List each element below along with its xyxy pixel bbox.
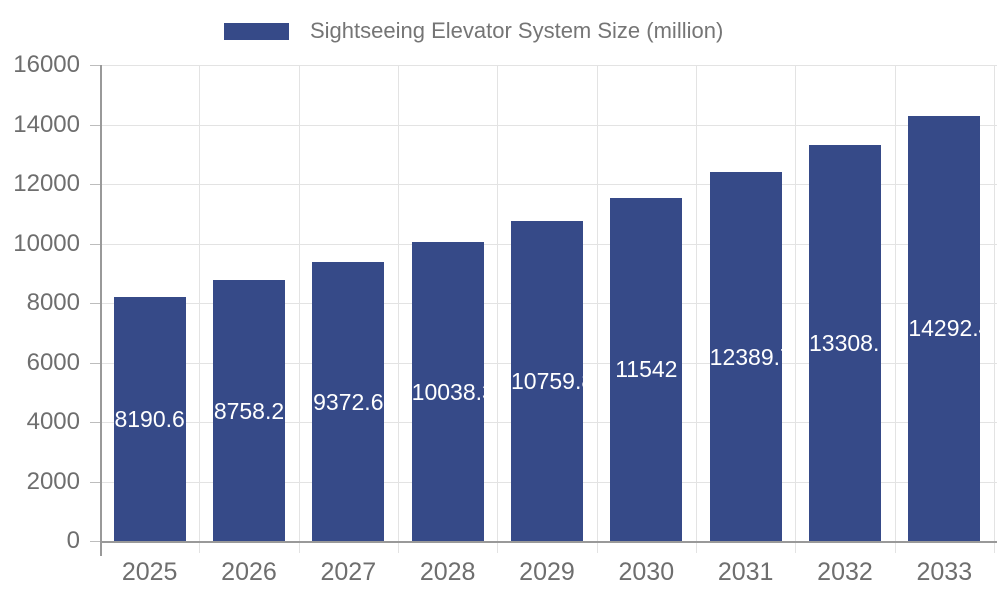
x-axis-tick-label: 2026 <box>221 558 277 586</box>
bar-2025[interactable] <box>113 297 186 541</box>
bar-2030[interactable] <box>610 197 683 541</box>
y-axis-tick <box>90 362 102 364</box>
bar-2027[interactable] <box>312 262 385 541</box>
y-axis-tick <box>90 243 102 245</box>
bar-2033[interactable] <box>908 115 981 541</box>
bar-value-label: 11542 <box>615 356 678 383</box>
x-axis-tick-label: 2027 <box>320 558 377 586</box>
y-axis-tick-label: 2000 <box>26 467 80 495</box>
y-axis-tick-label: 14000 <box>13 110 80 138</box>
x-axis-tick-label: 2025 <box>121 558 178 586</box>
x-axis-tick-label: 2032 <box>817 558 873 586</box>
x-axis-line <box>100 541 997 543</box>
legend[interactable]: Sightseeing Elevator System Size (millio… <box>224 14 723 48</box>
x-axis-tick-label: 2029 <box>519 558 575 586</box>
bar-value-label: 12389.7 <box>709 343 782 370</box>
bar-2031[interactable] <box>709 172 782 541</box>
y-axis-tick <box>90 184 102 185</box>
bar-2032[interactable] <box>809 145 881 541</box>
bar-value-label: 8758.2 <box>213 397 285 424</box>
y-axis-tick-label: 10000 <box>13 229 80 257</box>
bar-2026[interactable] <box>213 280 285 541</box>
x-gridline <box>497 65 499 553</box>
x-gridline <box>199 65 201 553</box>
y-axis-line <box>100 65 102 556</box>
y-gridline <box>100 124 997 126</box>
y-axis-tick-label: 6000 <box>26 348 80 376</box>
y-axis-tick <box>90 124 102 126</box>
y-axis-tick-label: 12000 <box>13 170 80 197</box>
y-axis-tick <box>90 303 102 304</box>
bar-value-label: 10759.8 <box>511 367 583 394</box>
y-axis-tick <box>90 65 102 66</box>
x-axis-tick-label: 2033 <box>916 558 973 586</box>
x-gridline <box>398 65 399 553</box>
y-axis-tick <box>90 541 102 542</box>
bar-value-label: 14292.4 <box>908 315 980 342</box>
y-axis-tick-label: 16000 <box>13 51 80 78</box>
x-gridline <box>298 65 300 553</box>
y-axis-tick-label: 4000 <box>26 408 80 435</box>
x-gridline <box>696 65 697 553</box>
bar-value-label: 9372.6 <box>313 388 384 415</box>
x-gridline <box>795 65 797 553</box>
x-gridline <box>894 65 896 553</box>
y-axis-tick <box>90 481 102 483</box>
bar-value-label: 8190.6 <box>114 406 185 433</box>
x-gridline <box>994 65 995 553</box>
x-axis-tick-label: 2030 <box>618 558 675 586</box>
y-axis-tick-label: 8000 <box>26 289 80 316</box>
x-axis-tick-label: 2028 <box>419 558 476 586</box>
x-gridline <box>596 65 598 553</box>
x-axis-tick-label: 2031 <box>717 558 774 586</box>
bar-2029[interactable] <box>511 220 583 541</box>
y-gridline <box>100 184 997 185</box>
bar-value-label: 13308.1 <box>809 330 881 357</box>
y-gridline <box>100 65 997 66</box>
legend-swatch-icon <box>224 22 289 40</box>
bar-2028[interactable] <box>411 242 484 541</box>
legend-label: Sightseeing Elevator System Size (millio… <box>310 18 724 43</box>
y-axis-tick-label: 0 <box>66 527 80 554</box>
y-axis-tick <box>90 422 102 423</box>
bar-value-label: 10038.3 <box>411 378 484 405</box>
